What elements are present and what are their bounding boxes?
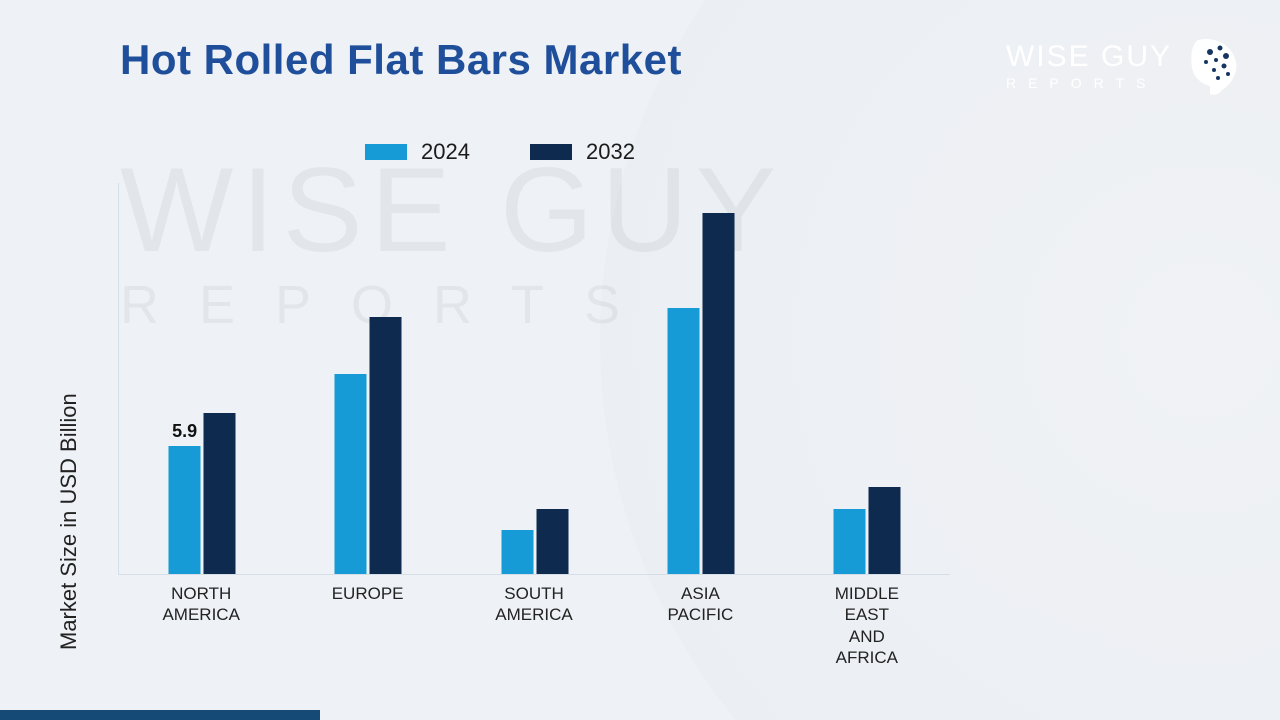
bar-2032 [868, 487, 900, 574]
x-axis-label: SOUTHAMERICA [451, 575, 617, 695]
bar-group [285, 183, 451, 574]
legend: 2024 2032 [50, 139, 950, 165]
legend-label-2032: 2032 [586, 139, 635, 165]
bar-2024 [501, 530, 533, 574]
bar-2024 [667, 308, 699, 574]
plot-area: 5.9 [118, 183, 950, 575]
bar-group [618, 183, 784, 574]
bar-group [451, 183, 617, 574]
y-axis-label: Market Size in USD Billion [56, 393, 82, 650]
legend-label-2024: 2024 [421, 139, 470, 165]
x-axis-label: ASIAPACIFIC [617, 575, 783, 695]
x-axis-label: MIDDLEEASTANDAFRICA [784, 575, 950, 695]
legend-item-2032: 2032 [530, 139, 635, 165]
x-axis-labels: NORTHAMERICAEUROPESOUTHAMERICAASIAPACIFI… [118, 575, 950, 695]
bar-2032 [702, 213, 734, 575]
bar-2024 [335, 374, 367, 574]
legend-swatch-2024 [365, 144, 407, 160]
brand-line1: WISE GUY [1006, 42, 1172, 72]
bar-2032 [370, 317, 402, 574]
brand-line2: REPORTS [1006, 76, 1172, 90]
bar-2032 [204, 413, 236, 574]
x-axis-label: EUROPE [284, 575, 450, 695]
brand-logo: WISE GUY REPORTS [1006, 34, 1244, 98]
chart: Market Size in USD Billion 2024 2032 5.9… [50, 135, 950, 695]
legend-item-2024: 2024 [365, 139, 470, 165]
x-axis-label: NORTHAMERICA [118, 575, 284, 695]
chart-title: Hot Rolled Flat Bars Market [120, 36, 682, 84]
legend-swatch-2032 [530, 144, 572, 160]
footer-accent-bar [0, 710, 320, 720]
bar-group: 5.9 [119, 183, 285, 574]
brand-head-icon [1180, 34, 1244, 98]
bar-2024 [169, 446, 201, 574]
bar-2032 [536, 509, 568, 574]
bar-2024 [833, 509, 865, 574]
bar-group [784, 183, 950, 574]
